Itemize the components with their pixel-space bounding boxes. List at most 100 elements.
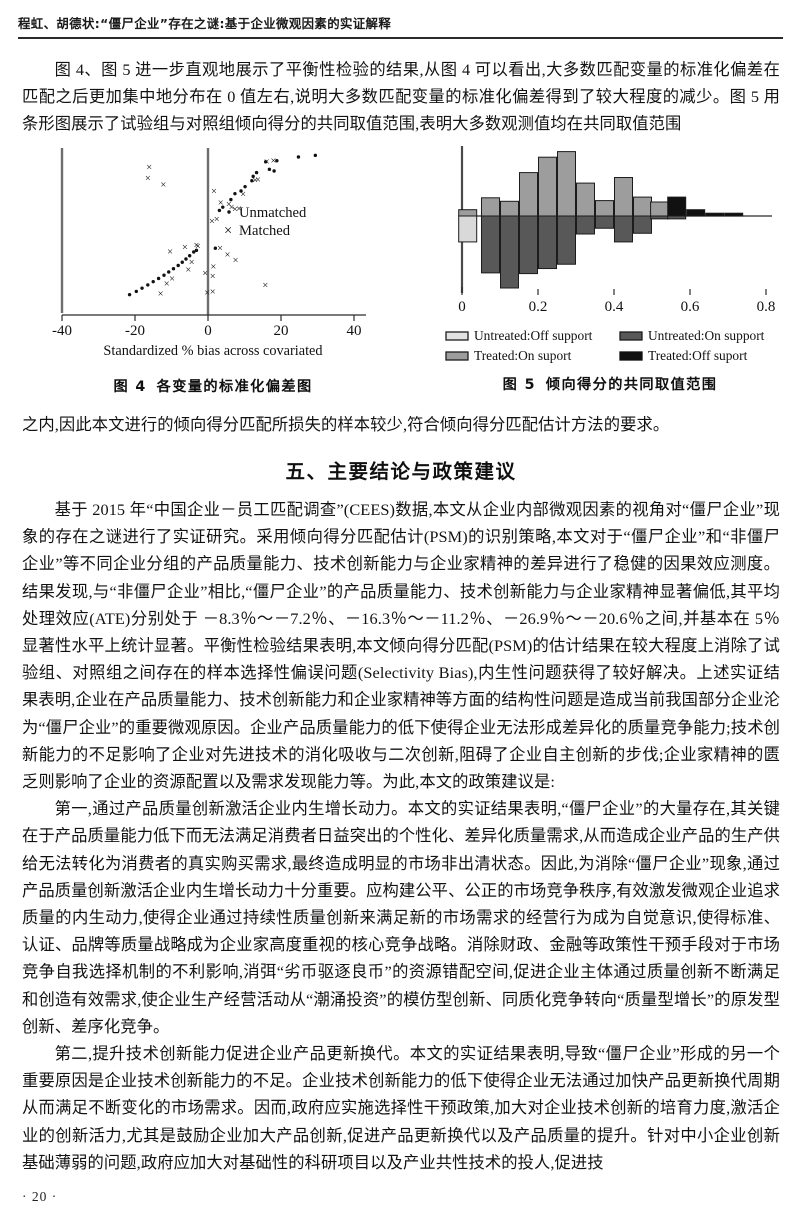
scatter-point-matched: × bbox=[202, 268, 208, 279]
legend-swatch-untreated-off bbox=[445, 331, 469, 341]
scatter-point-matched: × bbox=[264, 157, 270, 168]
xtick-zero: 0 bbox=[204, 323, 212, 339]
histogram-bar-negative bbox=[519, 215, 538, 275]
figure-5-caption-title: 倾向得分的共同取值范围 bbox=[545, 377, 718, 393]
histogram-bar-negative bbox=[595, 215, 614, 229]
scatter-point-matched: × bbox=[145, 173, 151, 184]
scatter-point-matched: × bbox=[160, 180, 166, 191]
scatter-point-unmatched bbox=[171, 267, 176, 271]
scatter-point-matched: × bbox=[255, 175, 261, 186]
scatter-point-unmatched bbox=[187, 254, 192, 258]
scatter-point-matched: × bbox=[169, 274, 175, 285]
figure-4-plot: -40 -20 0 20 40 ××××× ×××××××× ××××× ××× ×××… bbox=[52, 148, 366, 339]
section-heading: 五、主要结论与政策建议 bbox=[285, 460, 517, 483]
xtick-0-6: 0.6 bbox=[681, 299, 700, 315]
legend-swatch-untreated-on bbox=[619, 331, 643, 341]
histogram-bar-positive bbox=[481, 197, 500, 217]
scatter-point-matched: × bbox=[252, 176, 258, 187]
scatter-point-unmatched bbox=[296, 155, 301, 159]
scatter-point-unmatched bbox=[229, 197, 233, 202]
legend-label-unmatched: Unmatched bbox=[239, 205, 307, 221]
histogram-bar-positive bbox=[650, 201, 670, 217]
histogram-bar-negative bbox=[481, 215, 500, 274]
scatter-points: ××××× ×××××××× ××××× ××× ××××××××××××× bbox=[127, 153, 318, 300]
figure-5-plot: 0 0.2 0.4 0.6 0.8 bbox=[458, 146, 775, 315]
figure-4-xlabel: Standardized % bias across covariated bbox=[103, 343, 323, 359]
scatter-point-unmatched bbox=[180, 260, 184, 264]
scatter-point-unmatched bbox=[151, 279, 155, 284]
scatter-point-matched: × bbox=[158, 289, 164, 300]
legend-swatch-treated-on bbox=[445, 351, 469, 361]
intro-paragraph: 图 4、图 5 进一步直观地展示了平衡性检验的结果,从图 4 可以看出,大多数匹… bbox=[22, 60, 780, 134]
paragraph-1: 基于 2015 年“中国企业－员工匹配调查”(CEES)数据,本文从企业内部微观… bbox=[22, 500, 780, 792]
scatter-point-matched: × bbox=[167, 247, 173, 258]
scatter-point-unmatched bbox=[194, 248, 199, 253]
running-head-rule bbox=[18, 37, 783, 39]
x-axis-ticks bbox=[461, 287, 767, 295]
scatter-point-unmatched bbox=[184, 257, 188, 261]
histogram-bar-negative bbox=[458, 215, 478, 243]
figures-block: -40 -20 0 20 40 × × × × × × × × × × × × × × × × × × × × × × × ×… bbox=[20, 143, 782, 395]
figure-5-caption: 图 5 倾向得分的共同取值范围 bbox=[440, 374, 780, 394]
scatter-point-matched: × bbox=[193, 240, 199, 251]
figure-5-caption-number: 图 5 bbox=[502, 377, 536, 393]
scatter-point-matched: × bbox=[233, 255, 239, 266]
histogram-bar-negative bbox=[500, 215, 519, 289]
xtick-0: 0 bbox=[458, 299, 466, 315]
legend-label-untreated-off: Untreated:Off support bbox=[474, 328, 593, 343]
section-heading-block: 五、主要结论与政策建议 bbox=[22, 455, 780, 484]
conclusion-block: 基于 2015 年“中国企业－员工匹配调查”(CEES)数据,本文从企业内部微观… bbox=[22, 496, 780, 1176]
scatter-point-unmatched bbox=[313, 153, 318, 158]
scatter-point-matched: × bbox=[164, 279, 170, 290]
legend-label-matched: Matched bbox=[239, 223, 291, 239]
scatter-point-matched: × bbox=[211, 186, 217, 197]
paragraph-3: 第二,提升技术创新能力促进企业产品更新换代。本文的实证结果表明,导致“僵尸企业”… bbox=[22, 1044, 780, 1172]
figure-4: -40 -20 0 20 40 × × × × × × × × × × × × × × × × × × × × × × × ×… bbox=[48, 143, 378, 396]
scatter-point-unmatched bbox=[267, 167, 272, 172]
histogram-bar-negative bbox=[538, 215, 557, 270]
histogram-bar-positive bbox=[705, 212, 725, 217]
scatter-point-matched: × bbox=[214, 214, 220, 225]
scatter-point-unmatched bbox=[140, 286, 144, 290]
scatter-point-matched: × bbox=[226, 199, 232, 210]
xtick-neg20: -20 bbox=[125, 323, 145, 339]
xtick-0-4: 0.4 bbox=[605, 299, 624, 315]
scatter-point-unmatched bbox=[239, 189, 243, 193]
histogram-bar-positive bbox=[633, 196, 652, 217]
scatter-point-matched: × bbox=[189, 258, 195, 269]
legend-dot-marker-icon bbox=[227, 210, 231, 214]
scatter-point-matched: × bbox=[217, 244, 223, 255]
scatter-point-unmatched bbox=[263, 160, 268, 164]
histogram-bar-negative bbox=[557, 215, 576, 265]
page-folio: · 20 · bbox=[22, 1189, 58, 1204]
scatter-point-unmatched bbox=[127, 292, 132, 297]
scatter-point-matched: × bbox=[236, 204, 242, 215]
scatter-point-unmatched bbox=[217, 208, 222, 213]
scatter-point-unmatched bbox=[221, 205, 225, 209]
histogram-bar-positive bbox=[576, 182, 595, 217]
legend-label-treated-off: Treated:Off suport bbox=[648, 348, 748, 363]
scatter-point-matched: × bbox=[210, 262, 216, 273]
scatter-point-unmatched bbox=[250, 179, 254, 183]
legend-swatch-treated-off bbox=[619, 351, 643, 361]
figure-5-legend: Untreated:Off support Untreated:On suppo… bbox=[445, 328, 765, 363]
running-head-text: 程虹、胡德状:“僵尸企业”存在之谜:基于企业微观因素的实证解释 bbox=[18, 16, 392, 31]
scatter-point-unmatched bbox=[162, 273, 166, 277]
scatter-point-matched: × bbox=[210, 272, 216, 283]
scatter-point-unmatched bbox=[156, 276, 161, 281]
legend-label-untreated-on: Untreated:On support bbox=[648, 328, 765, 343]
scatter-point-unmatched bbox=[254, 170, 259, 175]
histogram-bar-positive bbox=[500, 200, 519, 217]
scatter-point-unmatched bbox=[176, 263, 180, 268]
histogram-bar-positive bbox=[614, 177, 633, 217]
scatter-point-matched: × bbox=[218, 198, 224, 209]
histogram-bar-negative bbox=[633, 215, 652, 234]
scatter-point-matched: × bbox=[210, 287, 216, 298]
legend-cross-marker-icon: × bbox=[224, 223, 232, 239]
figure-5: 0 0.2 0.4 0.6 0.8 Untreated:Off support … bbox=[440, 143, 780, 394]
scatter-point-unmatched bbox=[192, 250, 196, 254]
histogram-bar-positive bbox=[538, 156, 557, 217]
histogram-bar-negative bbox=[650, 215, 670, 220]
histogram-bar-positive bbox=[557, 151, 576, 217]
